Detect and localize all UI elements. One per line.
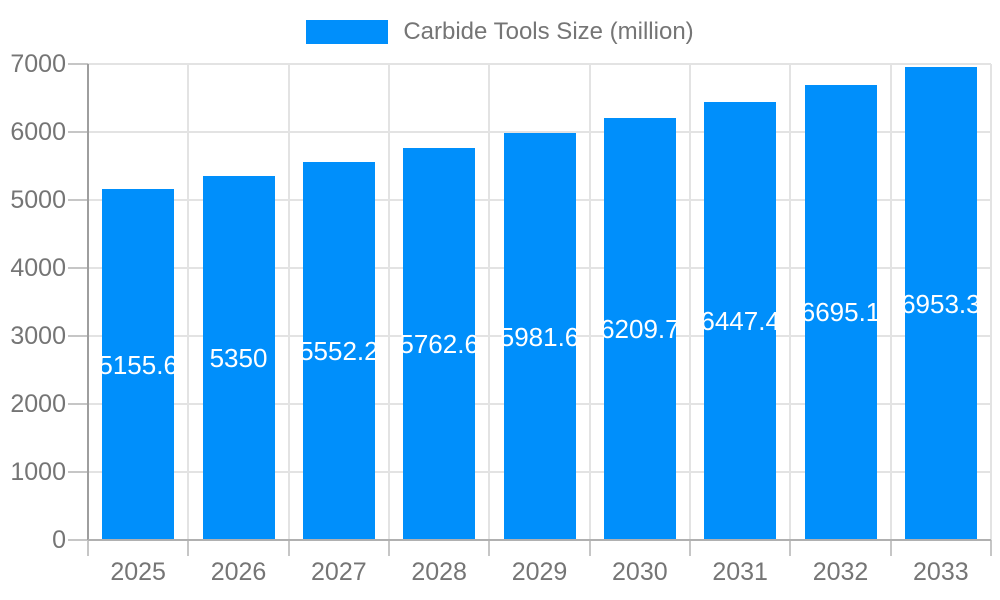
x-axis-tick <box>87 540 89 556</box>
bar-value-label: 6953.3 <box>901 288 981 319</box>
bar-value-label: 6447.4 <box>700 305 780 336</box>
legend-item[interactable]: Carbide Tools Size (million) <box>306 18 694 45</box>
bar-value-label: 5981.6 <box>499 321 580 352</box>
x-axis-tick <box>388 540 390 556</box>
y-axis-tick-label: 6000 <box>10 118 66 146</box>
x-axis-line <box>88 539 991 541</box>
bar-value-label: 5155.6 <box>98 349 178 380</box>
bar-2032[interactable] <box>804 84 877 540</box>
x-axis-tick-label: 2027 <box>311 558 367 586</box>
bar-value-label: 5762.6 <box>399 329 479 360</box>
y-axis-tick-label: 5000 <box>10 186 66 214</box>
gridline-horizontal <box>88 131 991 133</box>
x-axis-tick-label: 2025 <box>110 558 166 586</box>
gridline-vertical <box>388 64 390 540</box>
x-axis-tick <box>187 540 190 556</box>
legend: Carbide Tools Size (million) <box>0 20 1000 44</box>
legend-label: Carbide Tools Size (million) <box>403 18 694 45</box>
y-axis-tick-label: 0 <box>52 526 66 554</box>
y-axis-tick <box>68 131 88 133</box>
y-axis-tick <box>68 63 88 65</box>
bar-2029[interactable] <box>503 133 576 540</box>
gridline-vertical <box>488 64 491 540</box>
x-axis-tick <box>689 540 691 556</box>
bar-2031[interactable] <box>704 101 777 540</box>
y-axis-tick-label: 7000 <box>10 50 66 78</box>
gridline-vertical <box>588 64 591 540</box>
y-axis-tick <box>68 539 88 541</box>
x-axis-tick-label: 2031 <box>712 558 768 586</box>
bar-2027[interactable] <box>302 162 375 540</box>
y-axis-tick <box>68 335 88 337</box>
gridline-vertical <box>990 64 992 540</box>
x-axis-tick-label: 2030 <box>612 558 668 586</box>
y-axis-tick <box>68 471 88 473</box>
x-axis-tick-label: 2026 <box>210 558 267 586</box>
gridline-vertical <box>187 64 190 540</box>
x-axis-tick <box>287 540 290 556</box>
y-axis-tick-label: 1000 <box>10 458 66 486</box>
y-axis-tick-label: 2000 <box>10 390 66 418</box>
gridline-vertical <box>287 64 290 540</box>
bar-2025[interactable] <box>102 189 175 540</box>
x-axis-tick <box>588 540 591 556</box>
x-axis-tick <box>990 540 992 556</box>
x-axis-tick-label: 2033 <box>913 558 969 586</box>
x-axis-tick-label: 2028 <box>411 558 467 586</box>
bar-value-label: 5350 <box>209 343 268 374</box>
gridline-vertical <box>889 64 892 540</box>
y-axis-tick <box>68 199 88 201</box>
x-axis-tick-label: 2032 <box>812 558 869 586</box>
gridline-horizontal <box>88 63 991 65</box>
bar-2033[interactable] <box>904 67 977 540</box>
x-axis-tick <box>488 540 491 556</box>
bar-value-label: 5552.2 <box>299 336 379 367</box>
bar-2030[interactable] <box>603 117 676 540</box>
y-axis-tick-label: 3000 <box>10 322 66 350</box>
bar-2026[interactable] <box>202 176 275 540</box>
x-axis-tick <box>889 540 892 556</box>
y-axis-line <box>87 64 89 540</box>
bar-value-label: 6695.1 <box>800 297 881 328</box>
x-axis-tick <box>789 540 792 556</box>
y-axis-tick <box>68 403 88 405</box>
legend-marker-swatch <box>306 20 389 44</box>
gridline-vertical <box>789 64 792 540</box>
x-axis-tick-label: 2029 <box>511 558 568 586</box>
y-axis-tick-label: 4000 <box>10 254 66 282</box>
gridline-vertical <box>689 64 691 540</box>
bar-2028[interactable] <box>403 148 476 540</box>
y-axis-tick <box>68 267 88 269</box>
bar-value-label: 6209.7 <box>600 313 680 344</box>
